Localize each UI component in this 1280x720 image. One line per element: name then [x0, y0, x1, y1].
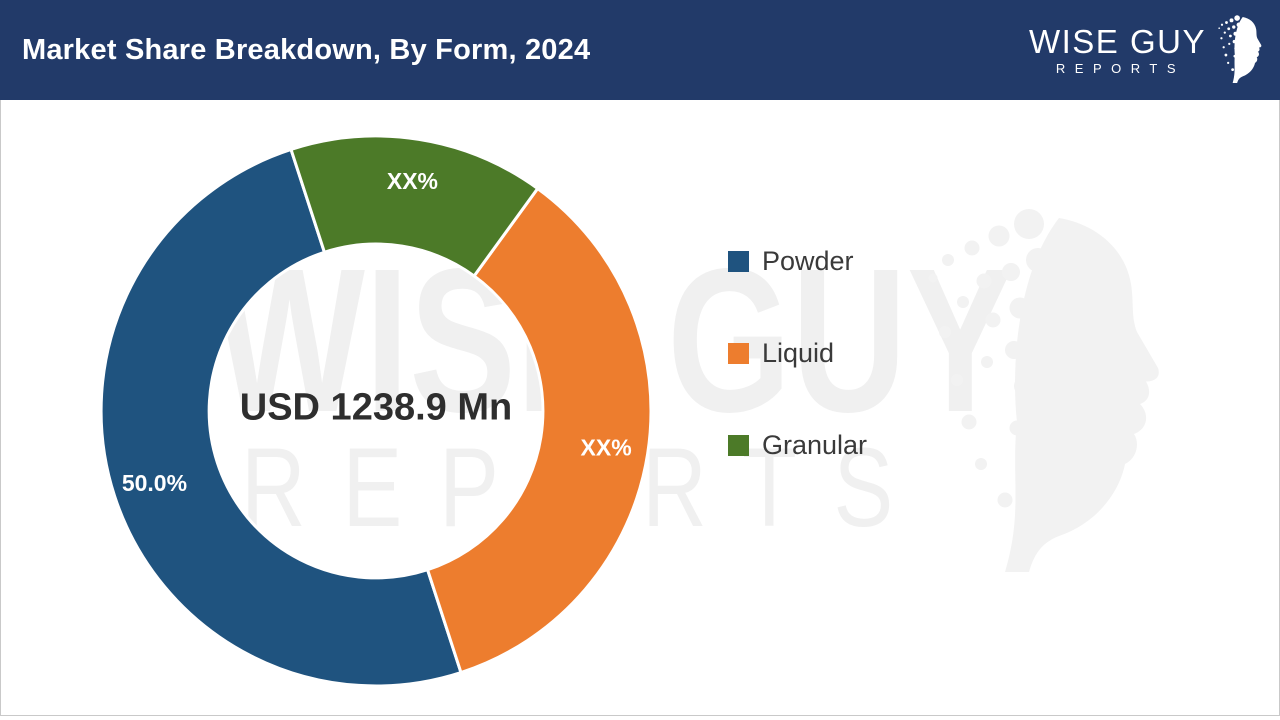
brand-logo-text: WISE GUY REPORTS — [1029, 25, 1206, 75]
legend-swatch-granular — [728, 434, 749, 456]
legend: Powder Liquid Granular — [728, 246, 867, 522]
donut-center-value: USD 1238.9 Mn — [239, 386, 513, 429]
brand-name: WISE GUY — [1028, 23, 1206, 60]
logo-face-icon — [1208, 12, 1264, 88]
slice-label-liquid: XX% — [581, 434, 632, 460]
legend-swatch-liquid — [728, 342, 749, 364]
legend-item-granular: Granular — [728, 430, 867, 460]
legend-label-powder: Powder — [762, 245, 854, 276]
donut-chart: 50.0% XX% XX% — [99, 134, 653, 688]
header-bar: Market Share Breakdown, By Form, 2024 WI… — [0, 0, 1280, 100]
chart-title: Market Share Breakdown, By Form, 2024 — [22, 33, 591, 66]
chart-area: WISE GUY REPORTS 50.0%XX%XX% USD 1238.9 … — [0, 100, 1280, 716]
legend-label-liquid: Liquid — [762, 337, 835, 368]
donut-segment-powder — [99, 147, 463, 688]
legend-item-liquid: Liquid — [728, 338, 867, 368]
legend-item-powder: Powder — [728, 246, 867, 276]
brand-subtitle: REPORTS — [1055, 61, 1186, 76]
legend-label-granular: Granular — [762, 429, 868, 460]
slice-label-powder: 50.0% — [122, 470, 187, 496]
watermark-face-icon — [873, 200, 1173, 590]
legend-swatch-powder — [728, 250, 749, 272]
donut-segment-granular — [289, 134, 540, 279]
donut-segment-liquid — [425, 186, 653, 675]
brand-logo: WISE GUY REPORTS — [1029, 12, 1264, 88]
slice-label-granular: XX% — [387, 168, 438, 194]
